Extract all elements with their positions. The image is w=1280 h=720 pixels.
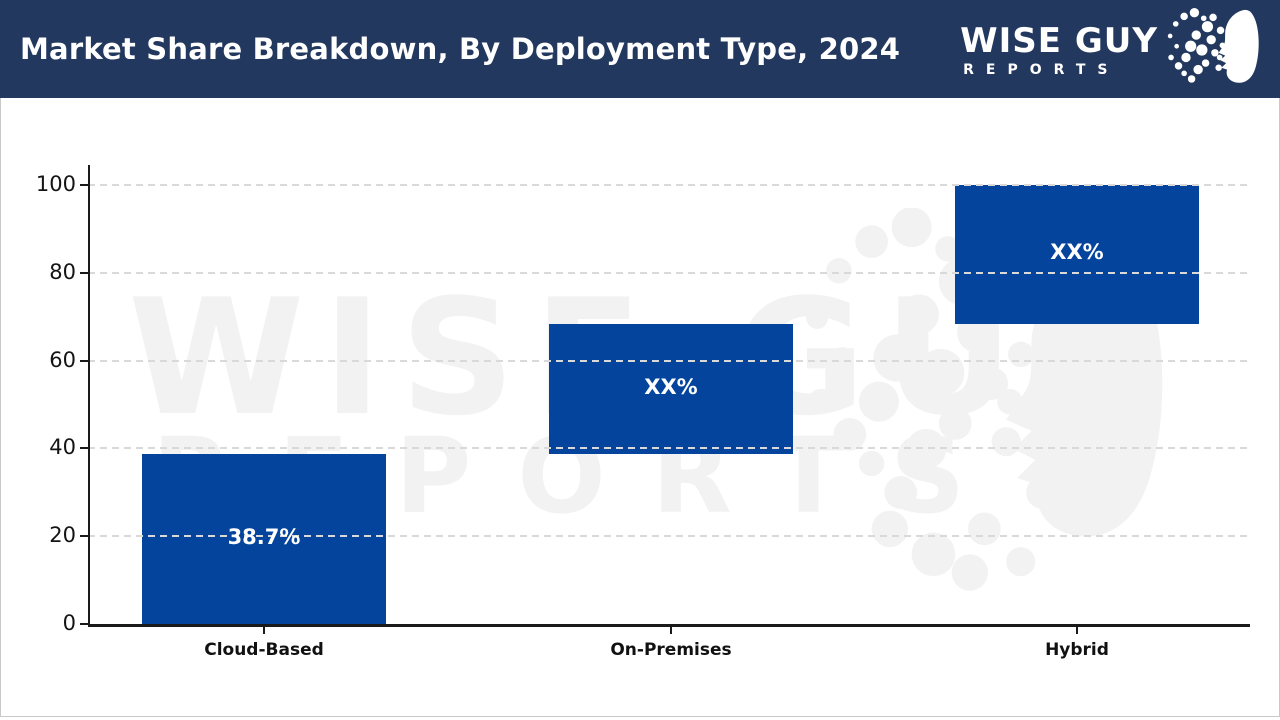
y-axis-line (88, 165, 90, 627)
bar-hybrid (955, 185, 1199, 324)
gridline-60 (88, 359, 1250, 362)
y-tick-mark (80, 359, 88, 362)
x-category-label: Hybrid (1045, 640, 1109, 660)
gridline-40 (88, 447, 1250, 450)
bar-on-premises (549, 323, 793, 455)
y-tick-label: 20 (49, 523, 76, 548)
y-tick-label: 100 (35, 172, 76, 196)
bar-cloud-based (142, 454, 386, 624)
wiseguy-logo-text: WISE GUY REPORTS (960, 20, 1158, 79)
x-category-label: On-Premises (610, 640, 732, 660)
y-tick-mark (80, 535, 88, 538)
y-tick-mark (80, 447, 88, 450)
gridline-20 (88, 535, 1250, 538)
gridline-100 (88, 184, 1250, 186)
y-tick-mark (80, 271, 88, 274)
page-title: Market Share Breakdown, By Deployment Ty… (20, 32, 901, 66)
header-bar: Market Share Breakdown, By Deployment Ty… (0, 0, 1280, 98)
y-tick-mark (80, 184, 88, 186)
gridline-80 (88, 271, 1250, 274)
wiseguy-logo-sub: REPORTS (963, 62, 1120, 79)
y-tick-mark (80, 623, 88, 625)
x-tick-mark (670, 627, 672, 634)
wiseguy-face-logo-icon (1167, 8, 1259, 83)
y-tick-label: 0 (62, 611, 76, 635)
bar-value-label: 38.7% (227, 525, 301, 550)
x-tick-mark (1076, 627, 1078, 634)
y-tick-label: 80 (49, 259, 76, 284)
wiseguy-logo-name: WISE GUY (960, 20, 1158, 61)
x-category-label: Cloud-Based (204, 640, 324, 660)
x-tick-mark (263, 627, 265, 634)
bar-value-label: XX% (1050, 240, 1104, 265)
x-axis-line (88, 624, 1250, 627)
y-tick-label: 60 (49, 347, 76, 372)
wiseguy-logo: WISE GUY REPORTS (960, 6, 1266, 94)
y-tick-label: 40 (49, 435, 76, 460)
bar-value-label: XX% (644, 374, 698, 399)
